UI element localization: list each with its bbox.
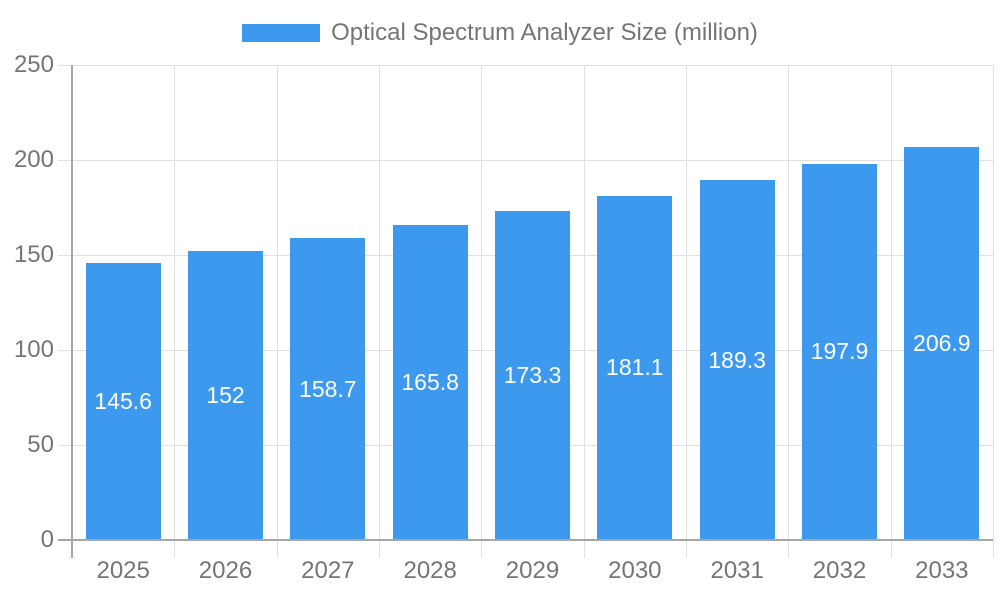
x-axis-tick-label: 2025 xyxy=(96,557,150,584)
bar-2028[interactable]: 165.8 xyxy=(392,224,468,540)
y-axis-tick-label: 150 xyxy=(13,241,54,268)
bar-2033[interactable]: 206.9 xyxy=(904,146,980,540)
x-gridline xyxy=(379,65,380,558)
bar-value-label: 189.3 xyxy=(708,346,766,373)
bar-2032[interactable]: 197.9 xyxy=(802,163,877,540)
bar-2025[interactable]: 145.6 xyxy=(85,263,161,540)
legend-label: Optical Spectrum Analyzer Size (million) xyxy=(331,19,758,46)
y-axis-tick-label: 50 xyxy=(27,431,54,458)
y-axis-tick-label: 100 xyxy=(13,336,54,363)
bar-value-label: 152 xyxy=(206,382,245,409)
x-gridline xyxy=(993,65,994,558)
x-axis-tick-label: 2031 xyxy=(710,557,764,584)
bar-2027[interactable]: 158.7 xyxy=(290,238,366,540)
bar-value-label: 165.8 xyxy=(401,368,459,395)
x-axis-tick-label: 2032 xyxy=(812,557,867,584)
legend-swatch xyxy=(242,24,321,42)
x-gridline xyxy=(686,65,687,558)
x-axis-tick-label: 2030 xyxy=(608,557,662,584)
x-axis-tick-label: 2027 xyxy=(301,557,355,584)
x-axis-tick-label: 2026 xyxy=(198,557,253,584)
y-axis-tick-label: 250 xyxy=(13,51,54,78)
bar-2029[interactable]: 173.3 xyxy=(495,210,570,540)
bar-value-label: 158.7 xyxy=(299,375,357,402)
bar-value-label: 173.3 xyxy=(503,361,562,388)
y-axis-line xyxy=(71,65,73,558)
x-gridline xyxy=(788,65,789,558)
x-axis-tick-label: 2029 xyxy=(505,557,560,584)
x-gridline xyxy=(277,65,278,558)
bar-2031[interactable]: 189.3 xyxy=(699,180,775,540)
x-axis-line xyxy=(58,539,993,541)
x-gridline xyxy=(481,65,482,558)
x-gridline xyxy=(891,65,892,558)
y-gridline xyxy=(58,65,993,66)
x-axis-tick-label: 2033 xyxy=(915,557,969,584)
bar-value-label: 181.1 xyxy=(606,354,664,381)
bar-value-label: 206.9 xyxy=(913,329,971,356)
bar-2030[interactable]: 181.1 xyxy=(597,195,673,540)
x-axis-tick-label: 2028 xyxy=(403,557,457,584)
x-gridline xyxy=(584,65,585,558)
bar-value-label: 197.9 xyxy=(810,338,869,365)
y-gridline xyxy=(58,160,993,161)
y-axis-tick-label: 200 xyxy=(13,146,54,173)
x-gridline xyxy=(174,65,175,558)
bar-value-label: 145.6 xyxy=(94,388,152,415)
y-axis-tick-label: 0 xyxy=(40,526,54,553)
bar-2026[interactable]: 152 xyxy=(188,251,263,540)
legend[interactable]: Optical Spectrum Analyzer Size (million) xyxy=(0,18,1000,48)
